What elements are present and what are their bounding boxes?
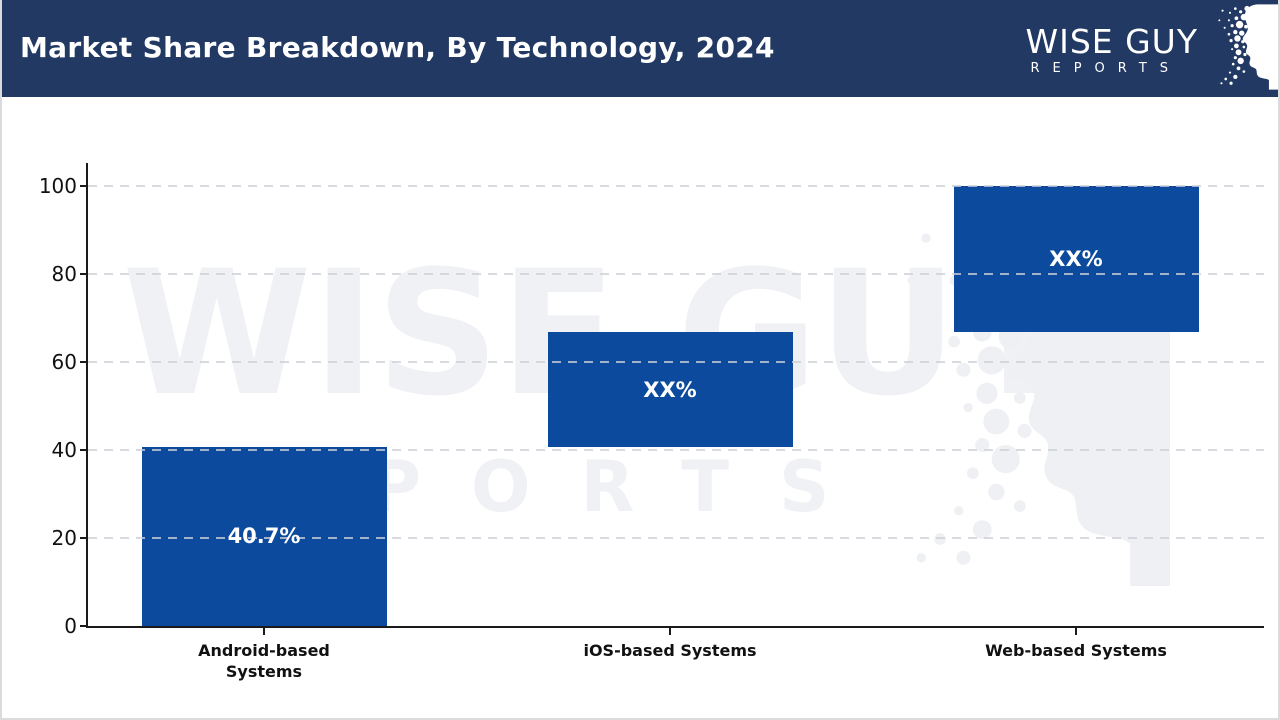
y-tick-label: 0 (64, 614, 77, 638)
y-tick-mark (80, 185, 88, 187)
logo-face-icon (1218, 4, 1278, 90)
bar-segment (547, 332, 793, 447)
logo-text: WISE GUY REPORTS (1025, 21, 1198, 77)
bar-value-label: XX% (643, 377, 697, 402)
gridline (88, 185, 1264, 187)
page-title: Market Share Breakdown, By Technology, 2… (20, 30, 775, 64)
x-category-label: iOS-based Systems (583, 641, 757, 660)
gridline (88, 449, 1264, 451)
gridline (88, 361, 1264, 363)
y-tick-label: 80 (51, 262, 77, 286)
x-axis-spine (86, 626, 1264, 628)
y-tick-mark (80, 449, 88, 451)
gridline (88, 273, 1264, 275)
logo-face-dots (1218, 5, 1251, 85)
logo-wordmark: WISE GUY (1025, 21, 1198, 61)
y-axis-spine (86, 163, 88, 628)
x-category-label: Web-based Systems (985, 641, 1167, 660)
header-banner: Market Share Breakdown, By Technology, 2… (0, 0, 1280, 97)
x-tick-mark (669, 628, 671, 635)
y-tick-mark (80, 361, 88, 363)
y-tick-mark (80, 537, 88, 539)
x-tick-mark (1075, 628, 1077, 635)
bar-value-label: 40.7% (227, 524, 301, 549)
x-category-label: Android-based Systems (198, 641, 330, 681)
y-tick-label: 60 (51, 350, 77, 374)
y-tick-label: 20 (51, 526, 77, 550)
x-tick-mark (263, 628, 265, 635)
y-tick-mark (80, 273, 88, 275)
y-tick-label: 100 (38, 174, 77, 198)
logo-subtext: REPORTS (1030, 61, 1182, 77)
gridline (88, 537, 1264, 539)
wise-guy-logo: WISE GUY REPORTS (1025, 3, 1278, 91)
bar-value-label: XX% (1049, 247, 1103, 272)
y-tick-label: 40 (51, 438, 77, 462)
y-tick-mark (80, 625, 88, 627)
bar-segment (141, 446, 387, 626)
